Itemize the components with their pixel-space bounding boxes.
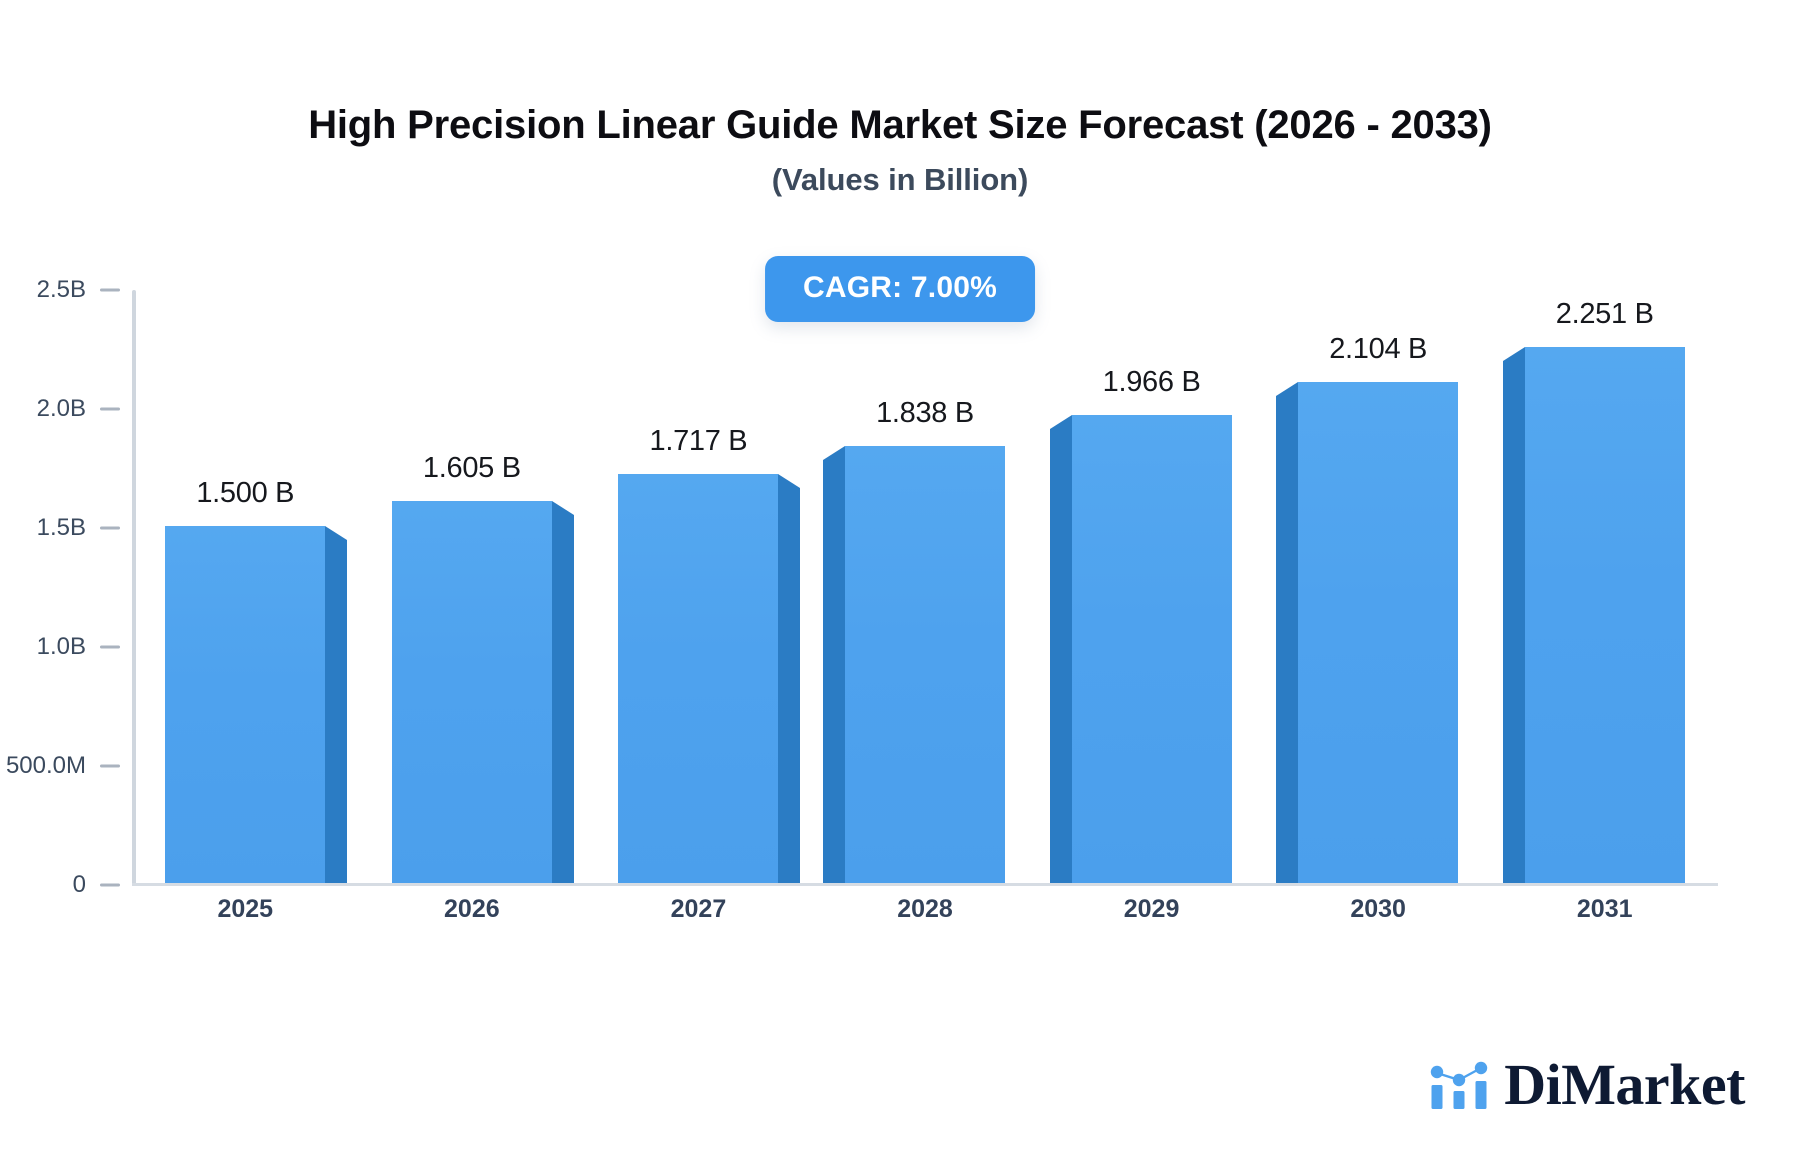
bar-top-bevel: [325, 526, 348, 540]
bar-2029[interactable]: 1.966 B: [1049, 366, 1232, 883]
bar-side-face: [1502, 361, 1525, 883]
bar-side-face: [325, 540, 348, 883]
x-axis-label-2029: 2029: [1123, 895, 1180, 923]
x-axis-label-2026: 2026: [444, 895, 500, 923]
logo-wordmark: DiMarket: [1504, 1052, 1745, 1117]
bar-2030[interactable]: 2.104 B: [1276, 333, 1459, 883]
bar-top-bevel: [551, 501, 574, 516]
bar-front-face: [1298, 382, 1459, 883]
y-axis-tick-label: 2.5B: [36, 276, 86, 303]
x-axis-labels: 2025 2026 2027 2028 2029 2030 2031: [132, 895, 1718, 935]
bar-value-label: 1.966 B: [1102, 366, 1201, 399]
bar-side-face: [551, 515, 574, 883]
bar-series: 1.500 B 1.605 B 1.717 B 1.838 B 1.966 B 2.104…: [132, 290, 1718, 885]
bar-chart-icon: [1430, 1061, 1488, 1109]
bar-top-bevel: [823, 445, 845, 460]
bar-value-label: 2.251 B: [1555, 298, 1654, 331]
x-axis-spine: [132, 883, 1718, 886]
bar-side-face: [1049, 429, 1072, 883]
y-axis-tick-label: 1.0B: [36, 633, 86, 660]
bar-side-face: [823, 459, 845, 883]
y-axis-tick-mark: [100, 526, 120, 530]
y-axis-tick-mark: [100, 407, 120, 411]
y-axis-tick-mark: [100, 645, 120, 649]
bar-2028[interactable]: 1.838 B: [823, 397, 1005, 883]
bar-top-bevel: [1502, 347, 1525, 362]
y-axis-tick-label: 2.0B: [36, 395, 86, 422]
cagr-badge: CAGR: 7.00%: [765, 256, 1035, 322]
bar-value-label: 1.605 B: [422, 452, 521, 485]
y-axis-tick-label: 0: [72, 871, 86, 898]
y-axis-tick-mark: [100, 764, 120, 768]
bar-front-face: [845, 445, 1005, 883]
x-axis-label-2028: 2028: [897, 895, 953, 923]
bar-value-label: 1.500 B: [196, 477, 295, 509]
y-axis-tick-label: 500.0M: [5, 752, 86, 779]
bar-top-bevel: [1276, 382, 1299, 397]
chart-subtitle: (Values in Billion): [771, 162, 1029, 197]
x-axis-label-2027: 2027: [670, 895, 727, 923]
bar-value-label: 1.717 B: [649, 425, 748, 458]
bar-side-face: [778, 488, 801, 883]
bar-value-label: 2.104 B: [1329, 333, 1428, 366]
y-axis-spine: [132, 290, 136, 885]
bar-top-bevel: [778, 474, 801, 489]
bar-front-face: [391, 501, 552, 883]
y-axis-tick-mark: [100, 288, 120, 292]
bar-front-face: [165, 526, 326, 883]
x-axis-label-2031: 2031: [1576, 895, 1633, 923]
bar-2025[interactable]: 1.500 B: [165, 477, 348, 883]
bar-front-face: [1524, 347, 1685, 883]
bar-2026[interactable]: 1.605 B: [391, 452, 574, 883]
bar-side-face: [1276, 396, 1299, 883]
bar-value-label: 1.838 B: [876, 396, 974, 429]
y-axis-tick-mark: [100, 883, 120, 887]
bar-front-face: [1071, 415, 1232, 883]
dimarket-logo: DiMarket: [1428, 1056, 1745, 1114]
bar-top-bevel: [1049, 415, 1072, 430]
bar-front-face: [618, 474, 779, 883]
bar-2031[interactable]: 2.251 B: [1502, 298, 1685, 883]
plot-area: 0 500.0M 1.0B 1.5B 2.0B 2.5B 1.500 B 1.605 B 1.…: [6, 276, 1718, 898]
bar-2027[interactable]: 1.717 B: [618, 425, 801, 883]
y-axis-tick-label: 1.5B: [36, 514, 86, 541]
x-axis-label-2025: 2025: [217, 895, 274, 923]
x-axis-label-2030: 2030: [1350, 895, 1406, 923]
chart-title: High Precision Linear Guide Market Size …: [308, 103, 1492, 147]
chart-header: High Precision Linear Guide Market Size …: [0, 104, 1800, 198]
